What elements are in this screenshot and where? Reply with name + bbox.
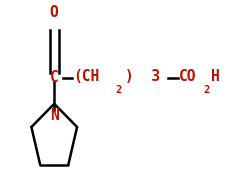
Text: N: N xyxy=(50,108,59,123)
Text: H: H xyxy=(211,69,220,84)
Text: 2: 2 xyxy=(204,85,210,95)
Text: (CH: (CH xyxy=(73,69,100,84)
Text: C: C xyxy=(50,70,59,85)
Text: 2: 2 xyxy=(115,85,122,95)
Text: )  3: ) 3 xyxy=(125,69,160,84)
Text: O: O xyxy=(50,5,59,20)
Text: CO: CO xyxy=(179,69,196,84)
